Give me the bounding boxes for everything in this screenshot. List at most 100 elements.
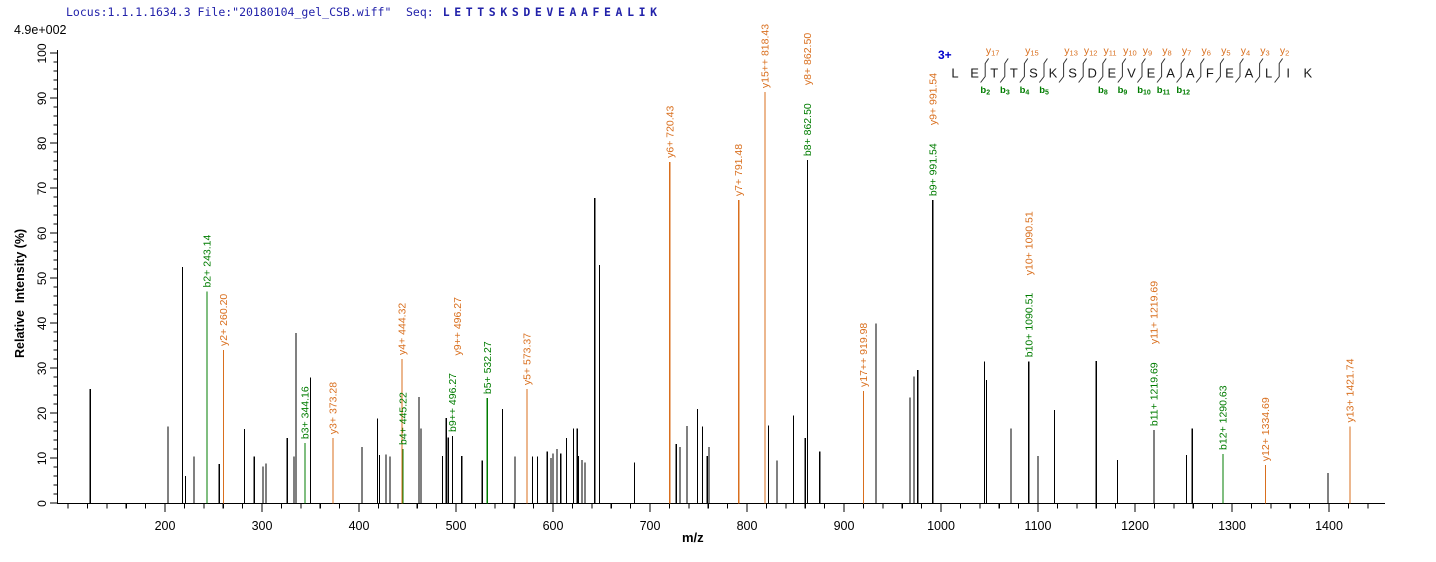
- ion-label-b12: b12+ 1290.63: [1217, 385, 1229, 450]
- ion-label-y17++: y17++ 919.98: [858, 323, 870, 387]
- cleavage-mark: [1137, 58, 1146, 83]
- sequence-residue: T: [990, 66, 998, 81]
- base-peak-intensity-note: 4.9e+002: [14, 23, 67, 37]
- ion-label-y11: y11+ 1219.69: [1149, 281, 1161, 344]
- ion-label-b10: b10+ 1090.51: [1023, 293, 1035, 358]
- sequence-header: Seq: LETTSKSDEVEAAFEALIK: [406, 5, 662, 19]
- ion-label-b11: b11+ 1219.69: [1149, 362, 1161, 426]
- y-tick-label: 70: [35, 182, 49, 196]
- ion-label-y15++: y15++ 818.43: [759, 24, 771, 88]
- ion-label-y13: y13+ 1421.74: [1345, 358, 1357, 422]
- y-tick-label: 0: [35, 500, 49, 507]
- x-axis-title: m/z: [682, 530, 704, 545]
- locus-file-header: Locus:1.1.1.1634.3 File:"20180104_gel_CS…: [66, 5, 392, 19]
- y-tick-label: 90: [35, 92, 49, 106]
- sequence-residue: D: [1088, 66, 1097, 81]
- x-tick-label: 1200: [1121, 519, 1149, 533]
- sequence-residue: I: [1286, 66, 1290, 81]
- sequence-residue: E: [1147, 66, 1156, 81]
- y-tick-label: 40: [35, 317, 49, 331]
- y-tick-label: 100: [35, 43, 49, 63]
- x-tick-label: 600: [543, 519, 564, 533]
- y-ion-tag-y9: y9: [1143, 45, 1152, 58]
- sequence-residue: L: [1265, 66, 1272, 81]
- ion-label-b9++: b9++ 496.27: [447, 373, 459, 432]
- sequence-residue: A: [1186, 66, 1195, 81]
- ion-label-b2: b2+ 243.14: [201, 234, 213, 287]
- y-ion-tag-y15: y15: [1025, 45, 1039, 58]
- y-tick-label: 30: [35, 362, 49, 376]
- ion-label-y9: y9+ 991.54: [927, 73, 939, 125]
- ion-label-y7: y7+ 791.48: [733, 144, 745, 196]
- sequence-residue: E: [970, 66, 979, 81]
- y-ion-tag-y3: y3: [1260, 45, 1269, 58]
- y-ion-tag-y5: y5: [1221, 45, 1230, 58]
- b-ion-tag-b10: b10: [1137, 85, 1151, 97]
- ion-label-b8: b8+ 862.50: [802, 103, 814, 156]
- sequence-residue: E: [1107, 66, 1116, 81]
- b-ion-tag-b11: b11: [1157, 85, 1170, 97]
- y-ion-tag-y13: y13: [1064, 45, 1078, 58]
- ion-label-b4: b4+ 445.22: [397, 392, 409, 445]
- b-ion-tag-b5: b5: [1039, 85, 1049, 97]
- sequence-residue: E: [1225, 66, 1234, 81]
- x-tick-label: 300: [252, 519, 273, 533]
- ion-label-y8: y8+ 862.50: [802, 33, 814, 85]
- seq-label: Seq:: [406, 5, 434, 19]
- x-tick-label: 1100: [1025, 519, 1052, 533]
- x-tick-label: 1400: [1315, 519, 1343, 533]
- cleavage-mark: [1195, 58, 1205, 83]
- y-ion-tag-y2: y2: [1280, 45, 1289, 58]
- x-tick-label: 900: [834, 519, 855, 533]
- y-tick-label: 10: [35, 452, 49, 466]
- cleavage-mark: [1117, 58, 1127, 83]
- y-ion-tag-y6: y6: [1202, 45, 1211, 58]
- x-tick-label: 1300: [1218, 519, 1246, 533]
- cleavage-mark: [1235, 58, 1244, 83]
- ion-label-y6: y6+ 720.43: [664, 105, 676, 157]
- y-ion-tag-y8: y8: [1162, 45, 1171, 58]
- y-ion-tag-y12: y12: [1084, 45, 1098, 58]
- cleavage-mark: [1274, 58, 1284, 83]
- cleavage-mark: [1078, 58, 1088, 83]
- cleavage-mark: [980, 58, 990, 83]
- y-tick-label: 80: [35, 137, 49, 151]
- ion-label-y10: y10+ 1090.51: [1023, 211, 1035, 275]
- b-ion-tag-b2: b2: [980, 85, 990, 97]
- cleavage-mark: [999, 58, 1009, 83]
- ion-label-b3: b3+ 344.16: [299, 386, 311, 439]
- x-tick-label: 700: [640, 519, 661, 533]
- sequence-residue: F: [1206, 66, 1214, 81]
- y-ion-tag-y17: y17: [986, 45, 1000, 58]
- cleavage-mark: [1058, 58, 1068, 83]
- x-tick-label: 200: [155, 519, 176, 533]
- sequence-residue: K: [1049, 66, 1058, 81]
- y-ion-tag-y7: y7: [1182, 45, 1191, 58]
- sequence-residue: L: [951, 66, 958, 81]
- ion-label-y4: y4+ 444.32: [396, 303, 408, 355]
- sequence-residue: S: [1029, 66, 1038, 81]
- x-tick-label: 500: [446, 519, 467, 533]
- cleavage-mark: [1176, 58, 1186, 83]
- cleavage-mark: [1019, 58, 1029, 83]
- sequence-residue: A: [1166, 66, 1175, 81]
- sequence-residue: T: [1010, 66, 1018, 81]
- y-ion-tag-y10: y10: [1123, 45, 1137, 58]
- seq-value: LETTSKSDEVEAAFEALIK: [442, 5, 662, 19]
- cleavage-mark: [1097, 58, 1107, 83]
- precursor-charge: 3+: [938, 48, 952, 62]
- sequence-residue: A: [1245, 66, 1254, 81]
- cleavage-mark: [1156, 58, 1166, 83]
- b-ion-tag-b9: b9: [1118, 85, 1128, 97]
- peaks: [89, 197, 1329, 504]
- x-tick-label: 800: [737, 519, 758, 533]
- y-tick-label: 20: [35, 407, 49, 421]
- y-tick-label: 60: [35, 227, 49, 241]
- y-axis-title: Relative Intensity (%): [13, 228, 27, 358]
- ion-label-y3: y3+ 373.28: [328, 382, 340, 434]
- b-ion-tag-b3: b3: [1000, 85, 1010, 97]
- labeled-ions: b2+ 243.14 y2+ 260.20 b3+ 344.16 y3+ 373.28…: [201, 24, 1357, 504]
- sequence-residue: S: [1068, 66, 1077, 81]
